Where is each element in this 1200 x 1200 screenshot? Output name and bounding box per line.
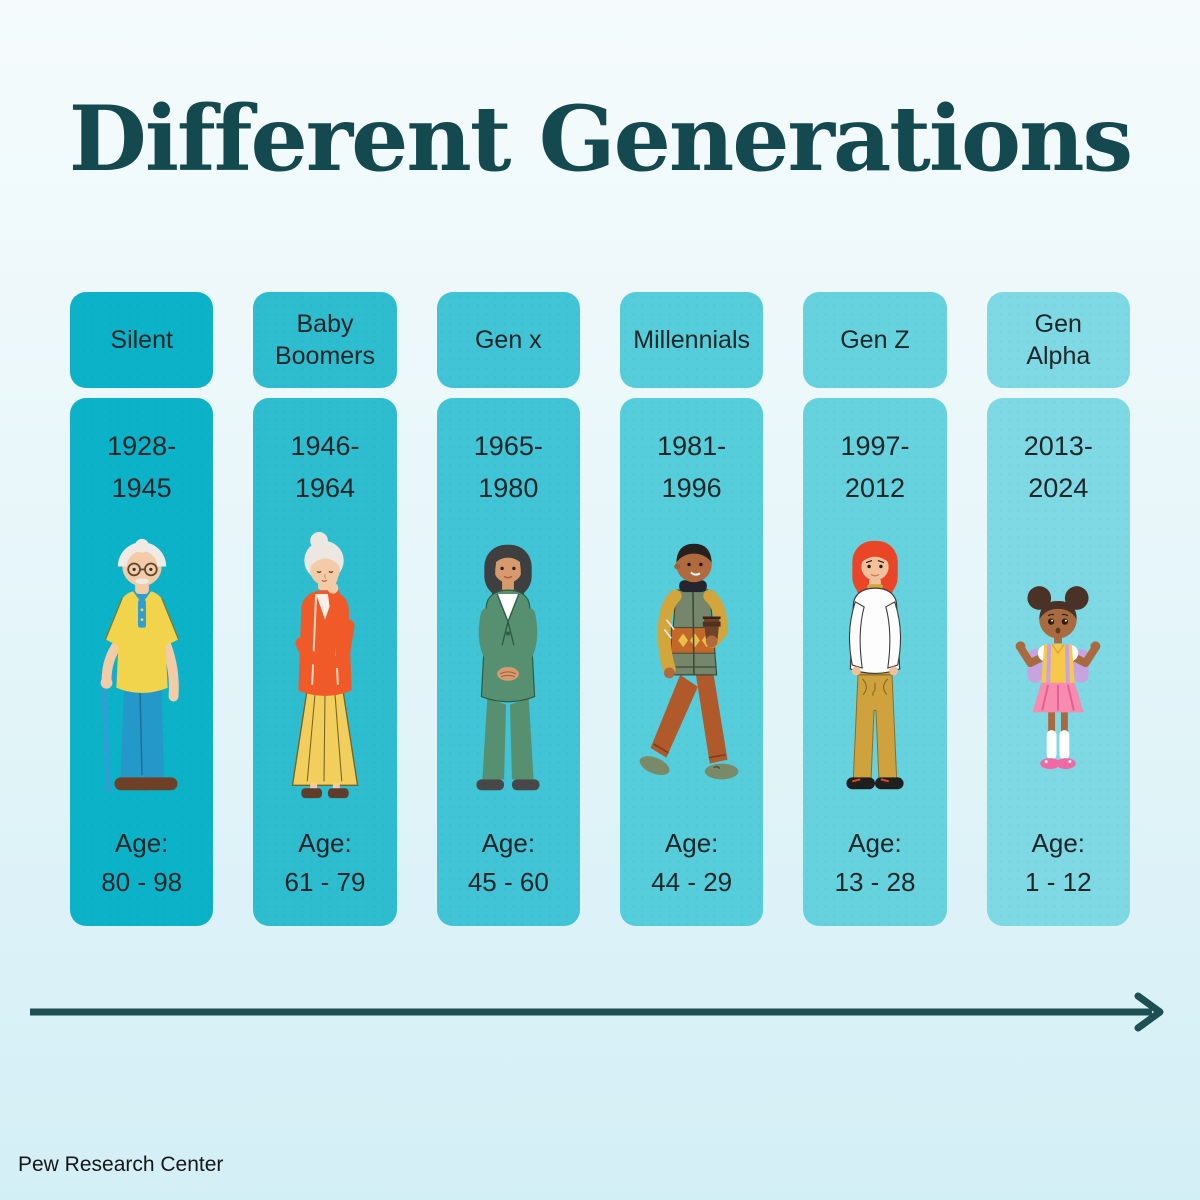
- generation-name: Baby Boomers: [274, 309, 376, 371]
- generation-name-box: Gen Alpha: [986, 292, 1130, 388]
- age-range: 13 - 28: [834, 867, 916, 897]
- age-range: 1 - 12: [1025, 867, 1092, 897]
- generation-detail-box: 2013- 2024: [986, 398, 1130, 926]
- age-range: 61 - 79: [284, 867, 366, 897]
- generation-name-box: Millennials: [619, 292, 764, 388]
- years-start: 1928-: [107, 431, 177, 461]
- age-label: Age:: [481, 828, 536, 858]
- generation-detail-box: 1928- 1945: [70, 398, 214, 926]
- generation-name: Gen Alpha: [1026, 309, 1091, 371]
- generation-detail-box: 1946- 1964: [253, 398, 397, 926]
- elderly-woman-thinking-illustration: [256, 529, 394, 805]
- generation-age: Age: 61 - 79: [285, 824, 366, 902]
- generation-detail-box: 1997- 2012: [803, 398, 947, 926]
- generation-column-gen-x: Gen x 1965- 1980: [436, 292, 580, 926]
- generation-name: Silent: [110, 325, 173, 354]
- age-range: 44 - 29: [651, 867, 733, 897]
- generation-name-box: Silent: [70, 292, 214, 388]
- years-end: 1996: [661, 472, 722, 503]
- generation-column-gen-alpha: Gen Alpha 2013- 2024: [986, 292, 1130, 926]
- man-walking-with-coffee-illustration: [623, 529, 761, 805]
- years-end: 1980: [478, 472, 539, 503]
- years-start: 1997-: [840, 431, 910, 461]
- generation-column-silent: Silent 1928- 1945: [70, 292, 214, 926]
- years-end: 2012: [844, 472, 905, 503]
- generation-years: 1946- 1964: [290, 426, 359, 510]
- age-label: Age:: [298, 828, 352, 858]
- generation-age: Age: 45 - 60: [468, 824, 549, 902]
- years-end: 1945: [111, 472, 172, 503]
- generation-name: Gen x: [474, 325, 542, 354]
- elderly-man-with-cane-illustration: [73, 529, 211, 805]
- girl-shrugging-backpack-illustration: [989, 529, 1127, 805]
- years-start: 1965-: [473, 431, 543, 461]
- age-label: Age:: [114, 828, 169, 858]
- generation-name-box: Baby Boomers: [253, 292, 397, 388]
- generation-years: 1997- 2012: [840, 426, 909, 510]
- years-start: 1981-: [657, 431, 727, 461]
- age-range: 45 - 60: [467, 867, 549, 897]
- generation-years: 1981- 1996: [657, 426, 726, 510]
- generation-name-box: Gen x: [436, 292, 580, 388]
- age-range: 80 - 98: [101, 867, 183, 897]
- young-woman-red-hair-illustration: [806, 529, 944, 805]
- years-start: 2013-: [1023, 431, 1093, 461]
- generation-name: Millennials: [633, 325, 750, 354]
- age-label: Age:: [664, 828, 719, 858]
- generation-column-millennials: Millennials 1981- 1996: [619, 292, 764, 926]
- generation-age: Age: 44 - 29: [651, 824, 732, 902]
- generation-age: Age: 13 - 28: [835, 824, 916, 902]
- generation-name-box: Gen Z: [803, 292, 947, 388]
- generation-column-gen-z: Gen Z 1997- 2012: [803, 292, 947, 926]
- age-label: Age:: [1031, 828, 1086, 858]
- generation-columns: Silent 1928- 1945: [70, 292, 1130, 926]
- years-end: 1964: [294, 472, 356, 503]
- businesswoman-green-suit-illustration: [439, 529, 577, 805]
- years-start: 1946-: [290, 431, 360, 461]
- age-label: Age:: [848, 828, 902, 858]
- generation-column-baby-boomers: Baby Boomers 1946- 1964: [253, 292, 397, 926]
- generation-name: Gen Z: [840, 325, 910, 354]
- generation-age: Age: 80 - 98: [101, 824, 182, 902]
- source-attribution: Pew Research Center: [18, 1153, 224, 1176]
- generation-detail-box: 1965- 1980: [436, 398, 580, 926]
- generation-years: 2013- 2024: [1024, 426, 1093, 510]
- generation-age: Age: 1 - 12: [1025, 824, 1092, 902]
- generation-years: 1965- 1980: [474, 426, 543, 510]
- generation-detail-box: 1981- 1996: [619, 398, 764, 926]
- generation-years: 1928- 1945: [107, 426, 176, 510]
- years-end: 2024: [1028, 472, 1089, 503]
- page-title: Different Generations: [68, 86, 1133, 192]
- timeline-arrow-icon: [30, 992, 1164, 1032]
